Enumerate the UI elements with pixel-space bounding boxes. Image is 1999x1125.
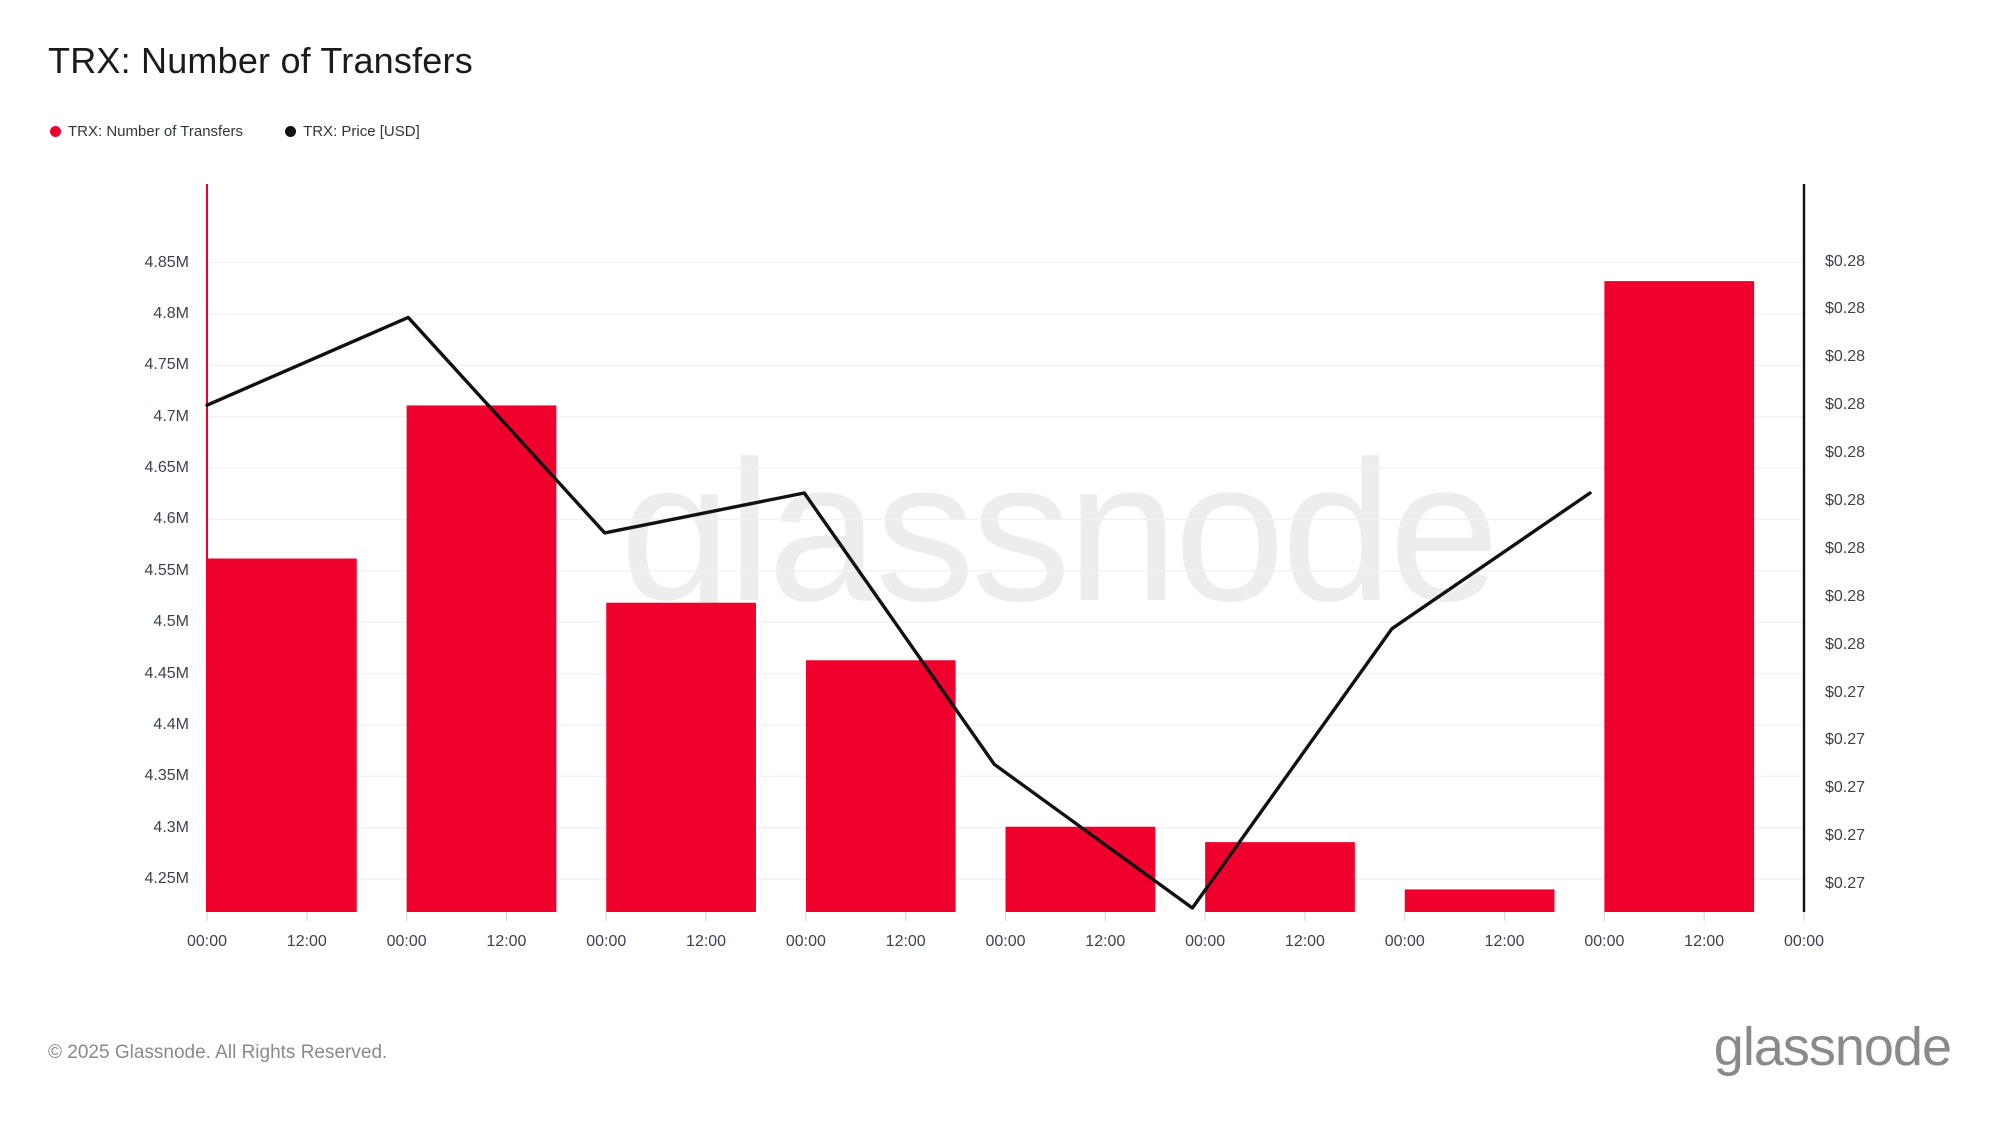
bar[interactable] xyxy=(207,558,357,912)
bar[interactable] xyxy=(1205,842,1355,912)
y2-axis-tick-label: $0.28 xyxy=(1825,300,1866,318)
y-axis-tick-label: 4.4M xyxy=(153,715,189,733)
y2-axis-tick-label: $0.27 xyxy=(1825,875,1866,893)
bar[interactable] xyxy=(1604,281,1755,912)
x-axis-tick-label: 12:00 xyxy=(1484,933,1525,950)
y-axis-tick-label: 4.45M xyxy=(144,664,189,682)
line-series xyxy=(207,317,1590,908)
legend-label-price: TRX: Price [USD] xyxy=(303,122,420,140)
x-axis-tick-label: 12:00 xyxy=(1284,933,1325,950)
bar-series xyxy=(207,281,1755,912)
x-tick-marks xyxy=(207,912,1804,921)
x-axis-tick-label: 12:00 xyxy=(1085,933,1126,950)
x-axis-tick-label: 12:00 xyxy=(1684,933,1725,950)
y-axis-tick-label: 4.25M xyxy=(144,870,189,888)
chart-legend: TRX: Number of Transfers TRX: Price [USD… xyxy=(50,122,420,140)
x-axis-tick-label: 00:00 xyxy=(586,933,627,950)
y-axis-tick-label: 4.3M xyxy=(153,818,189,836)
y2-axis-tick-label: $0.28 xyxy=(1825,539,1866,557)
y-axis-tick-label: 4.6M xyxy=(153,510,189,528)
bar[interactable] xyxy=(1404,889,1555,912)
y2-axis-tick-label: $0.28 xyxy=(1825,444,1866,462)
y2-axis-tick-label: $0.27 xyxy=(1825,731,1866,749)
y2-axis-tick-label: $0.28 xyxy=(1825,587,1866,605)
circle-marker-icon xyxy=(285,125,297,137)
x-axis-tick-label: 00:00 xyxy=(1783,933,1825,950)
y-axis-tick-label: 4.8M xyxy=(153,304,189,322)
bar[interactable] xyxy=(406,405,557,912)
plot-area xyxy=(207,240,1804,912)
legend-item-price[interactable]: TRX: Price [USD] xyxy=(285,123,420,140)
x-axis-tick-label: 12:00 xyxy=(486,933,527,950)
footer-copyright: © 2025 Glassnode. All Rights Reserved. xyxy=(48,1042,388,1063)
y2-axis-tick-label: $0.28 xyxy=(1825,348,1866,366)
y-axis-tick-label: 4.75M xyxy=(144,356,189,374)
y-axis-tick-label: 4.7M xyxy=(153,407,189,425)
x-axis-tick-label: 00:00 xyxy=(186,933,228,950)
x-axis-tick-label: 00:00 xyxy=(386,933,427,950)
x-axis-tick-label: 00:00 xyxy=(785,933,826,950)
y-axis-tick-label: 4.5M xyxy=(153,613,189,631)
chart-canvas xyxy=(207,240,1804,912)
x-axis-tick-label: 00:00 xyxy=(1185,933,1226,950)
y2-axis-tick-label: $0.27 xyxy=(1825,827,1866,845)
price-line[interactable] xyxy=(207,317,1590,908)
y2-axis-tick-label: $0.28 xyxy=(1825,396,1866,414)
y2-axis-tick-label: $0.27 xyxy=(1825,683,1866,701)
y-axis-tick-label: 4.35M xyxy=(144,767,189,785)
footer-logo: glassnode xyxy=(1713,1017,1952,1077)
bar[interactable] xyxy=(606,602,756,912)
y2-axis-tick-label: $0.28 xyxy=(1825,491,1866,509)
x-axis-tick-label: 12:00 xyxy=(885,933,926,950)
y-axis-tick-label: 4.65M xyxy=(144,459,189,477)
y-axis-tick-label: 4.55M xyxy=(144,561,189,579)
y-axis-tick-label: 4.85M xyxy=(144,253,189,271)
x-axis-tick-label: 00:00 xyxy=(1384,933,1425,950)
x-axis-tick-label: 12:00 xyxy=(286,933,327,950)
x-axis-tick-label: 00:00 xyxy=(1584,933,1625,950)
page-title: TRX: Number of Transfers xyxy=(48,40,473,81)
y2-axis-tick-label: $0.28 xyxy=(1825,635,1866,653)
legend-item-transfers[interactable]: TRX: Number of Transfers xyxy=(50,123,243,140)
y2-axis-tick-label: $0.27 xyxy=(1825,779,1866,797)
bar[interactable] xyxy=(1005,826,1156,912)
y2-axis-tick-label: $0.28 xyxy=(1825,252,1866,270)
x-axis-tick-label: 00:00 xyxy=(985,933,1026,950)
legend-label-transfers: TRX: Number of Transfers xyxy=(68,122,244,140)
circle-marker-icon xyxy=(50,125,61,137)
bar[interactable] xyxy=(805,660,956,912)
x-axis-tick-label: 12:00 xyxy=(686,933,727,950)
glassnode-watermark: glassnode xyxy=(620,420,1500,643)
